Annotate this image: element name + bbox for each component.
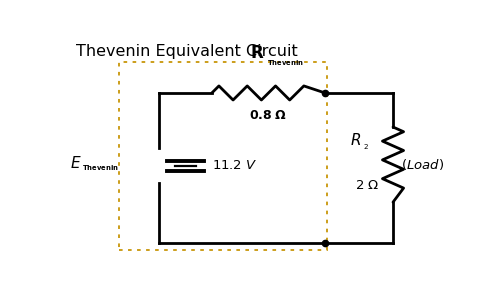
Text: Thevenin Equivalent Circuit: Thevenin Equivalent Circuit [76, 44, 298, 59]
Text: $\mathbf{0.8\ \Omega}$: $\mathbf{0.8\ \Omega}$ [249, 109, 287, 122]
Bar [119, 63, 327, 250]
Text: $E$: $E$ [70, 156, 82, 171]
Text: $\mathbf{_{Thevenin}}$: $\mathbf{_{Thevenin}}$ [82, 163, 119, 173]
Text: $\mathbf{_{Thevenin}}$: $\mathbf{_{Thevenin}}$ [266, 58, 303, 68]
Text: $_2$: $_2$ [363, 142, 369, 152]
Text: $2\ \Omega$: $2\ \Omega$ [355, 179, 379, 192]
Text: $11.2\ V$: $11.2\ V$ [212, 159, 257, 172]
Text: $\mathbf{R}$: $\mathbf{R}$ [250, 45, 265, 63]
Text: $(Load)$: $(Load)$ [400, 157, 444, 172]
Text: $R$: $R$ [350, 132, 361, 148]
